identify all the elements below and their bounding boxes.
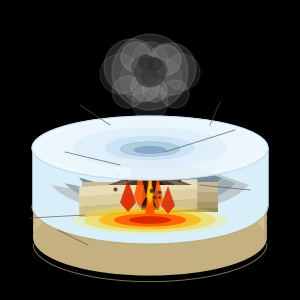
Polygon shape <box>150 199 197 212</box>
Circle shape <box>151 45 181 75</box>
Polygon shape <box>141 168 159 210</box>
Circle shape <box>100 54 140 94</box>
Ellipse shape <box>33 170 267 246</box>
Ellipse shape <box>99 211 201 229</box>
Ellipse shape <box>38 118 262 178</box>
Circle shape <box>112 34 188 110</box>
Polygon shape <box>125 172 175 185</box>
Circle shape <box>144 43 196 95</box>
Polygon shape <box>134 170 146 208</box>
Polygon shape <box>265 227 267 239</box>
Polygon shape <box>33 207 35 219</box>
Polygon shape <box>51 150 249 214</box>
Ellipse shape <box>72 206 228 234</box>
Polygon shape <box>79 192 150 207</box>
Ellipse shape <box>139 169 153 172</box>
Ellipse shape <box>44 119 256 177</box>
Polygon shape <box>114 172 186 185</box>
Circle shape <box>142 69 158 85</box>
Ellipse shape <box>139 143 161 151</box>
Ellipse shape <box>121 142 179 156</box>
Ellipse shape <box>130 165 170 178</box>
Polygon shape <box>79 202 150 217</box>
Ellipse shape <box>129 216 171 224</box>
Circle shape <box>139 55 153 69</box>
Circle shape <box>135 57 165 87</box>
Ellipse shape <box>134 146 166 154</box>
Polygon shape <box>150 189 197 202</box>
Ellipse shape <box>33 180 267 256</box>
Polygon shape <box>79 211 150 217</box>
Circle shape <box>142 58 182 98</box>
Circle shape <box>120 58 164 102</box>
Ellipse shape <box>84 208 216 232</box>
Ellipse shape <box>32 168 268 244</box>
Ellipse shape <box>97 134 203 162</box>
Polygon shape <box>265 217 267 229</box>
Circle shape <box>131 73 159 101</box>
Ellipse shape <box>33 200 267 276</box>
Circle shape <box>132 84 168 120</box>
Polygon shape <box>161 186 175 214</box>
Polygon shape <box>79 182 150 197</box>
Polygon shape <box>146 175 154 205</box>
Polygon shape <box>79 156 221 200</box>
Polygon shape <box>33 227 35 239</box>
Circle shape <box>161 80 189 108</box>
Circle shape <box>149 60 167 78</box>
Ellipse shape <box>73 127 227 169</box>
Polygon shape <box>150 208 197 212</box>
Polygon shape <box>150 116 268 206</box>
Polygon shape <box>120 180 136 212</box>
Polygon shape <box>32 148 268 244</box>
Polygon shape <box>65 152 235 208</box>
Circle shape <box>164 54 200 90</box>
Ellipse shape <box>61 124 239 172</box>
Ellipse shape <box>32 116 268 180</box>
Circle shape <box>121 42 151 72</box>
Polygon shape <box>150 179 197 192</box>
Polygon shape <box>265 207 267 219</box>
Polygon shape <box>145 172 155 215</box>
Polygon shape <box>33 217 35 229</box>
Polygon shape <box>82 202 218 212</box>
Polygon shape <box>148 180 152 202</box>
Ellipse shape <box>114 213 186 226</box>
Circle shape <box>112 76 144 108</box>
Polygon shape <box>135 172 165 185</box>
Polygon shape <box>82 182 218 192</box>
Circle shape <box>132 42 168 78</box>
Polygon shape <box>153 175 163 210</box>
Circle shape <box>149 58 161 70</box>
Circle shape <box>143 78 167 102</box>
Ellipse shape <box>33 190 267 266</box>
Polygon shape <box>108 169 192 185</box>
Circle shape <box>104 39 160 95</box>
Ellipse shape <box>32 116 268 180</box>
Polygon shape <box>82 208 218 212</box>
Ellipse shape <box>105 136 195 160</box>
Circle shape <box>132 57 152 77</box>
Polygon shape <box>82 192 218 202</box>
